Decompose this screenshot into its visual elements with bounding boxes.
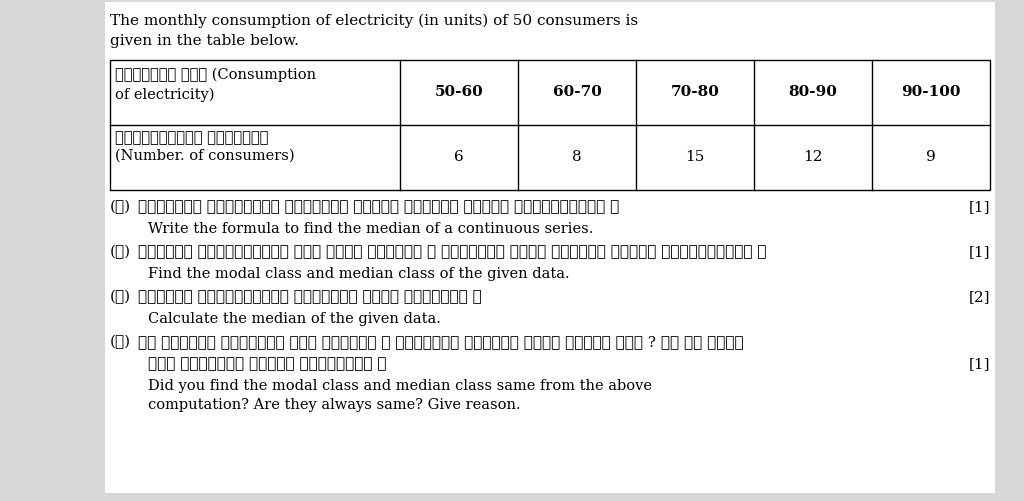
Text: [1]: [1] <box>969 200 990 214</box>
Text: दिइएको तथ्याङ्कको रीत पनेँ श्रेणी र मध्यिका पनेँ श्रेणी पत्ता लगाउनुहोस् ।: दिइएको तथ्याङ्कको रीत पनेँ श्रेणी र मध्य… <box>138 245 767 259</box>
Text: (Number. of consumers): (Number. of consumers) <box>115 149 295 163</box>
Text: Calculate the median of the given data.: Calculate the median of the given data. <box>148 312 441 326</box>
Bar <box>110 60 990 190</box>
Text: विद्युत खपत (Consumption: विद्युत खपत (Consumption <box>115 68 316 82</box>
Text: Find the modal class and median class of the given data.: Find the modal class and median class of… <box>148 267 569 281</box>
Text: (ग): (ग) <box>110 290 131 304</box>
Text: [1]: [1] <box>969 245 990 259</box>
Text: (घ): (घ) <box>110 335 131 349</box>
Text: 80-90: 80-90 <box>788 85 838 99</box>
Text: computation? Are they always same? Give reason.: computation? Are they always same? Give … <box>148 398 520 412</box>
Text: 6: 6 <box>455 150 464 164</box>
Text: (क): (क) <box>110 200 131 214</box>
Text: Write the formula to find the median of a continuous series.: Write the formula to find the median of … <box>148 222 593 236</box>
Text: of electricity): of electricity) <box>115 88 214 102</box>
Text: दिइएको तथ्याङ्कको मध्यिका गणना गनुहोस् ।: दिइएको तथ्याङ्कको मध्यिका गणना गनुहोस् । <box>138 290 481 304</box>
Text: (ख): (ख) <box>110 245 131 259</box>
Text: [2]: [2] <box>969 290 990 304</box>
Text: [1]: [1] <box>969 357 990 371</box>
Text: 12: 12 <box>804 150 823 164</box>
Text: 15: 15 <box>685 150 705 164</box>
Text: 70-80: 70-80 <box>671 85 720 99</box>
Text: के माथिको गणनाबाट रीत श्रेणी र मध्यिका श्रेणी एउटै पाउनु भयो ? के यी सधैं: के माथिको गणनाबाट रीत श्रेणी र मध्यिका श… <box>138 335 743 349</box>
Text: निरन्तर श्रेणीको मध्यिका पत्ता लगाउने सूत्र लेख्नुहोस् ।: निरन्तर श्रेणीको मध्यिका पत्ता लगाउने सू… <box>138 200 620 214</box>
Text: 50-60: 50-60 <box>435 85 483 99</box>
Text: उही हुन्छन् ।कारण दिनुहोस् ।: उही हुन्छन् ।कारण दिनुहोस् । <box>148 357 386 371</box>
Text: 8: 8 <box>572 150 582 164</box>
Text: 60-70: 60-70 <box>553 85 602 99</box>
Text: Did you find the modal class and median class same from the above: Did you find the modal class and median … <box>148 379 652 393</box>
Text: The monthly consumption of electricity (in units) of 50 consumers is: The monthly consumption of electricity (… <box>110 14 638 29</box>
Bar <box>105 2 995 493</box>
Text: 9: 9 <box>926 150 936 164</box>
Text: 90-100: 90-100 <box>901 85 961 99</box>
Text: given in the table below.: given in the table below. <box>110 34 299 48</box>
Text: उपभोक्ताको सङ्ख्या: उपभोक्ताको सङ्ख्या <box>115 131 268 145</box>
